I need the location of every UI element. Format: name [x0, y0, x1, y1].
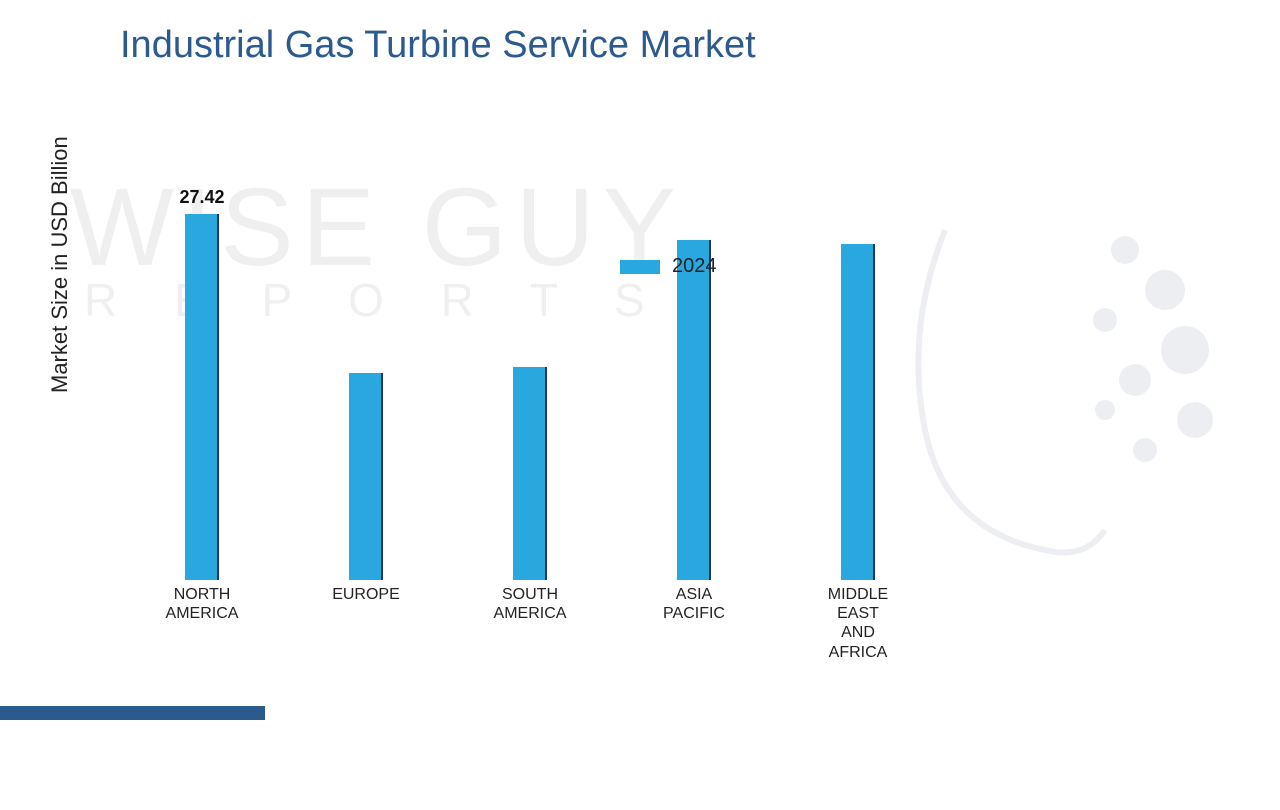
category-label: SOUTH AMERICA [455, 585, 605, 662]
bar-value-label: 27.42 [179, 187, 224, 208]
bar-group [619, 240, 769, 580]
category-label: MIDDLE EAST AND AFRICA [783, 585, 933, 662]
brand-logo: WISE GUY R E P O R T S [1056, 30, 1250, 83]
y-axis-label: Market Size in USD Billion [47, 136, 73, 393]
bars-container: 27.42 [120, 180, 940, 580]
bar-group [455, 367, 605, 580]
chart-area: 27.42 NORTH AMERICAEUROPESOUTH AMERICAAS… [120, 180, 940, 620]
brand-main-text: WISE GUY [1056, 30, 1250, 67]
bar [677, 240, 711, 580]
chart-title: Industrial Gas Turbine Service Market [120, 24, 756, 68]
bar-group: 27.42 [127, 187, 277, 580]
category-label: ASIA PACIFIC [619, 585, 769, 662]
bar [185, 214, 219, 580]
category-label: EUROPE [291, 585, 441, 662]
legend-label: 2024 [672, 255, 717, 278]
legend: 2024 [620, 255, 717, 278]
right-panel [970, 0, 1280, 720]
category-label: NORTH AMERICA [127, 585, 277, 662]
bar [841, 244, 875, 580]
bar-group [291, 373, 441, 580]
category-labels: NORTH AMERICAEUROPESOUTH AMERICAASIA PAC… [120, 585, 940, 662]
bar-group [783, 244, 933, 580]
legend-swatch [620, 260, 660, 274]
bottom-accent-bar [0, 706, 265, 720]
bar [513, 367, 547, 580]
bar [349, 373, 383, 580]
brand-sub-text: R E P O R T S [1056, 67, 1250, 83]
